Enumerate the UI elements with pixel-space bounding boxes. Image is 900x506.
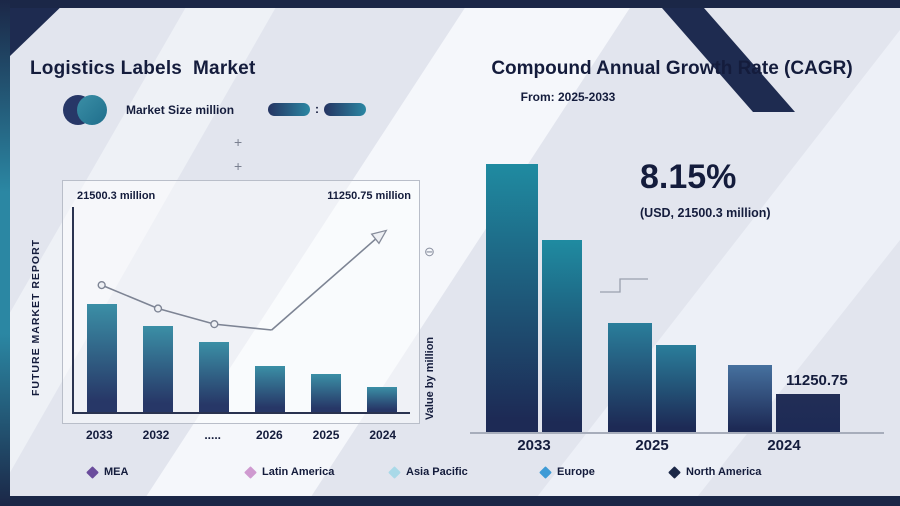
- cagr-bar-2024-s2: [776, 394, 840, 432]
- cagr-bar-2024-s1: [728, 365, 772, 432]
- cagr-bar-2033-s1: [486, 164, 538, 432]
- cagr-axis: [470, 432, 884, 434]
- cagr-bar-2033-s2: [542, 240, 582, 432]
- bar-column: [130, 326, 186, 412]
- colon-separator: :: [315, 102, 319, 116]
- x-tick-label: 2032: [142, 428, 170, 442]
- start-value-label: 21500.3 million: [77, 190, 156, 202]
- x-tick-label: 2024: [369, 428, 397, 442]
- end-value-label: 11250.75 million: [327, 190, 411, 202]
- cagr-xlabels: 2033 2025 2024: [472, 437, 884, 457]
- market-bar-2025: [311, 374, 341, 412]
- bar-column: [186, 342, 242, 412]
- pill-icon: [268, 102, 310, 116]
- cagr-bar-2025-s1: [608, 323, 652, 432]
- legend-item-europe: Europe: [539, 465, 595, 479]
- x-tick-label: 2025: [312, 428, 340, 442]
- x-tick-label: 2026: [256, 428, 283, 442]
- cagr-x-tick-label: 2024: [767, 437, 801, 454]
- market-bars: [74, 207, 410, 412]
- page-title: Logistics Labels Market: [30, 58, 256, 79]
- cagr-end-value: 11250.75: [786, 372, 848, 389]
- cagr-value: 8.15%: [640, 158, 737, 196]
- legend-label: Europe: [557, 466, 595, 478]
- scale-pills: :: [268, 102, 366, 116]
- plus-icon: +: [234, 134, 243, 150]
- bar-column: [74, 304, 130, 412]
- cagr-note: (USD, 21500.3 million): [640, 206, 771, 220]
- plus-icon: +: [234, 158, 243, 174]
- bottom-border: [0, 496, 900, 506]
- bar-column: [298, 374, 354, 412]
- x-tick-label: .....: [204, 428, 222, 442]
- market-bar-2032: [143, 326, 173, 412]
- market-bar-.....: [199, 342, 229, 412]
- legend-item-north-america: North America: [668, 465, 762, 479]
- legend-diamond-icon: [244, 465, 257, 479]
- legend-item-asia-pacific: Asia Pacific: [388, 465, 468, 479]
- legend-label: Asia Pacific: [406, 466, 468, 478]
- cagr-bars: [472, 162, 884, 432]
- market-size-legend: Market Size million: [62, 94, 234, 126]
- pill-icon: [324, 102, 366, 116]
- legend-item-latin-america: Latin America: [244, 465, 335, 479]
- y-axis-label: Value by million: [424, 336, 436, 420]
- market-xlabels: 2033 2032..... 2026 2025 2024: [71, 428, 411, 442]
- left-accent-stripe: [0, 0, 10, 506]
- circle-minus-icon: ⊖: [424, 244, 435, 259]
- x-tick-label: 2033: [85, 428, 113, 442]
- trend-arrow-line: [97, 229, 388, 331]
- cagr-x-tick-label: 2033: [517, 437, 551, 454]
- cagr-subtitle: From: 2025-2033: [520, 90, 616, 104]
- cagr-title: Compound Annual Growth Rate (CAGR): [491, 58, 853, 79]
- cagr-bar-2025-s2: [656, 345, 696, 432]
- legend-diamond-icon: [668, 465, 681, 479]
- market-bar-2026: [255, 366, 285, 412]
- market-size-label: Market Size million: [126, 103, 235, 117]
- cagr-x-tick-label: 2025: [635, 437, 669, 454]
- market-bar-2024: [367, 387, 397, 412]
- top-border: [0, 0, 900, 8]
- legend-label: North America: [686, 466, 762, 478]
- disc-icon: [63, 95, 107, 125]
- bar-column: [242, 366, 298, 412]
- step-decoration: [600, 278, 648, 293]
- legend-diamond-icon: [86, 465, 99, 479]
- watermark: FUTURE MARKET REPORT: [30, 238, 42, 396]
- region-legend: MEA Latin America Asia Pacific Europe North …: [0, 465, 900, 486]
- market-bar-2033: [87, 304, 117, 412]
- legend-diamond-icon: [388, 465, 401, 479]
- legend-item-mea: MEA: [86, 465, 129, 479]
- legend-label: Latin America: [262, 466, 335, 478]
- legend-diamond-icon: [539, 465, 552, 479]
- market-plot: [72, 207, 410, 414]
- bar-column: [354, 387, 410, 412]
- legend-label: MEA: [104, 466, 129, 478]
- market-chart: 21500.3 million 11250.75 million: [62, 180, 420, 424]
